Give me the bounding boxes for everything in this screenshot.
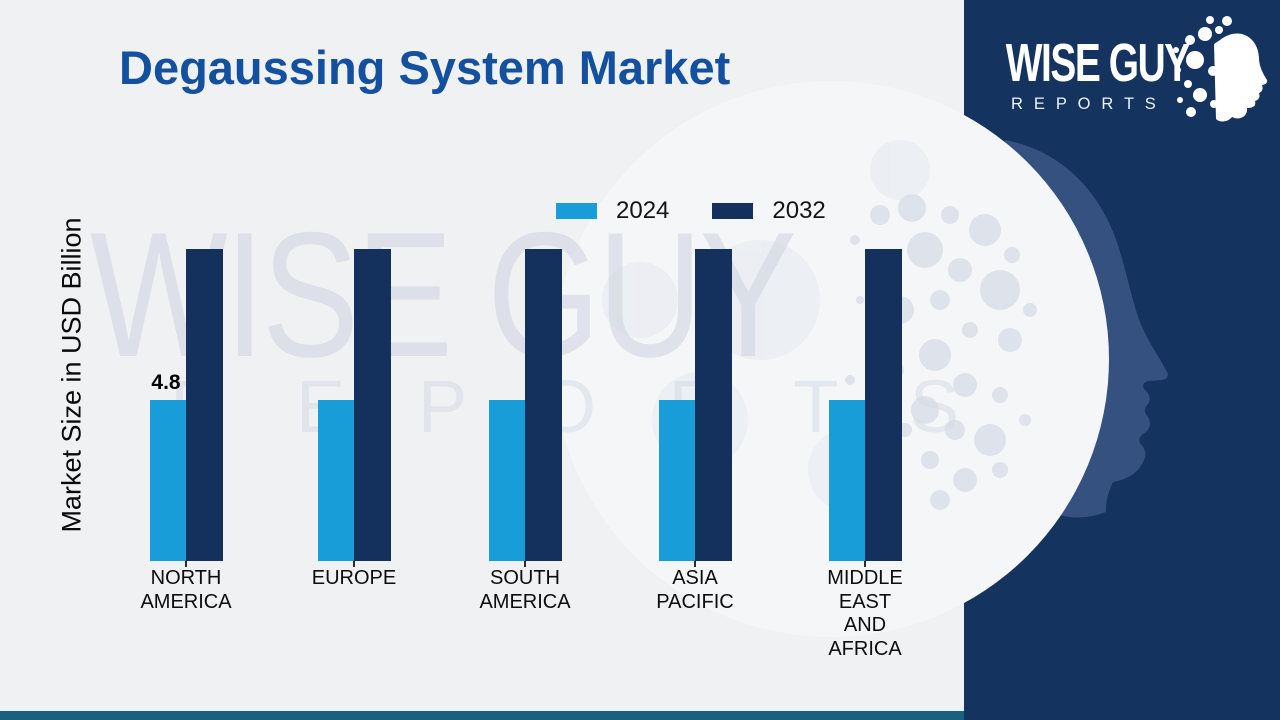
legend-label-2032: 2032 xyxy=(772,197,826,224)
bar-2032-north-america xyxy=(186,249,223,561)
x-label-europe: EUROPE xyxy=(311,567,397,589)
legend-swatch-2024 xyxy=(556,203,597,219)
logo-brand-text: WISE GUY xyxy=(1005,33,1190,93)
bar-2032-europe xyxy=(354,249,391,561)
wiseguy-face-icon xyxy=(1173,16,1268,122)
bar-2024-north-america xyxy=(150,400,186,561)
bar-2024-asia-pacific xyxy=(659,400,695,561)
x-tick xyxy=(864,561,866,567)
x-label-middle-east-and-africa: MIDDLE EAST AND AFRICA xyxy=(827,567,903,660)
wiseguy-logo: WISE GUY R E P O R T S xyxy=(975,36,1195,114)
bar-2024-europe xyxy=(318,400,354,561)
x-label-south-america: SOUTH AMERICA xyxy=(479,567,571,613)
bar-group-europe xyxy=(318,249,391,561)
bar-group-south-america xyxy=(489,249,562,561)
x-label-north-america: NORTH AMERICA xyxy=(140,567,232,613)
watermark-dots xyxy=(845,194,1037,510)
logo-reports-text: R E P O R T S xyxy=(1011,95,1159,113)
x-tick xyxy=(524,561,526,567)
x-tick xyxy=(694,561,696,567)
footer-bar xyxy=(0,711,1280,720)
bar-2032-south-america xyxy=(525,249,562,561)
legend-label-2024: 2024 xyxy=(616,197,670,224)
bar-2024-south-america xyxy=(489,400,525,561)
legend-swatch-2032 xyxy=(712,203,754,219)
bar-group-middle-east-and-africa xyxy=(829,249,902,561)
bar-value-label: 4.8 xyxy=(151,371,181,394)
chart-legend: 2024 2032 xyxy=(556,197,826,225)
page-title: Degaussing System Market xyxy=(119,41,731,94)
bar-2024-middle-east-and-africa xyxy=(829,400,865,561)
bar-2032-middle-east-and-africa xyxy=(865,249,902,561)
bar-group-north-america xyxy=(150,249,223,561)
bar-2032-asia-pacific xyxy=(695,249,732,561)
y-axis-label: Market Size in USD Billion xyxy=(56,217,87,533)
x-tick xyxy=(185,561,187,567)
x-label-asia-pacific: ASIA PACIFIC xyxy=(656,567,734,613)
x-tick xyxy=(353,561,355,567)
bar-group-asia-pacific xyxy=(659,249,732,561)
